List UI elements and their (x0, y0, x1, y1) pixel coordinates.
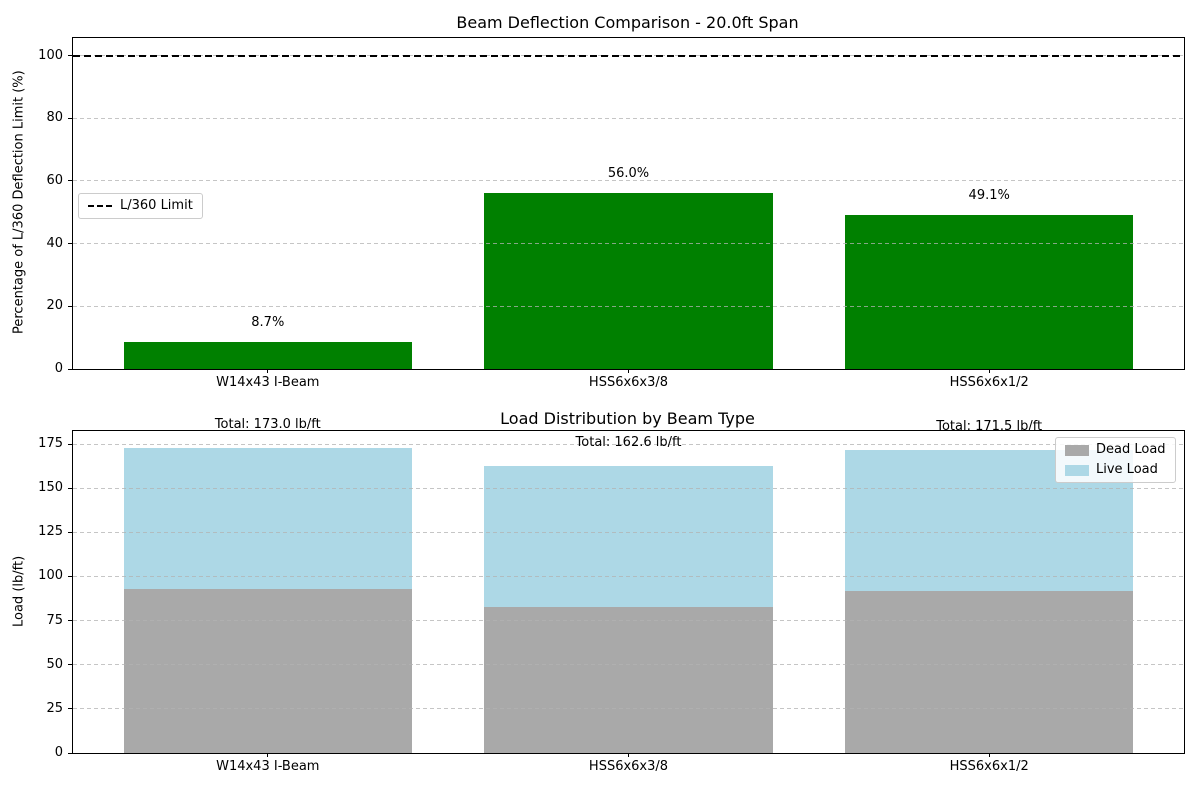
x-tick-label: HSS6x6x1/2 (949, 759, 1029, 774)
deflection-plot-area: 0 20 40 60 80 100 W14x43 I-Beam HSS6x6x3/8 HSS6x… (38, 37, 1185, 390)
y-tick-mark (68, 243, 72, 245)
gridline (73, 575, 1184, 577)
gridline (73, 305, 1184, 307)
y-tick-label: 80 (46, 110, 63, 126)
deflection-bar (844, 215, 1134, 369)
stacked-bar-segment (123, 447, 413, 589)
y-tick-label: 25 (46, 700, 63, 716)
x-tick-mark (267, 369, 269, 373)
y-tick-label: 0 (54, 745, 63, 760)
x-tick-label: HSS6x6x1/2 (949, 375, 1029, 390)
deflection-y-axis-label: Percentage of L/360 Deflection Limit (%) (11, 70, 27, 335)
legend-label: L/360 Limit (120, 198, 193, 213)
y-tick-mark (68, 180, 72, 182)
bar-value-label: 56.0% (607, 166, 650, 182)
dead-load-swatch (1065, 444, 1089, 456)
y-tick-mark (68, 664, 72, 666)
y-tick-mark (68, 531, 72, 533)
x-tick-mark (988, 369, 990, 373)
gridline (73, 443, 1184, 445)
stacked-bar-segment (484, 465, 773, 608)
stacked-bar-segment (484, 607, 773, 753)
x-tick-label: W14x43 I-Beam (216, 375, 320, 390)
y-tick-mark (68, 443, 72, 445)
gridline (73, 664, 1184, 666)
y-tick-label: 0 (54, 361, 63, 376)
y-tick-mark (68, 487, 72, 489)
bar-value-label: 49.1% (968, 188, 1010, 204)
legend-label: Live Load (1096, 462, 1158, 477)
y-tick-mark (68, 368, 72, 370)
x-tick-mark (628, 369, 629, 373)
y-tick-mark (68, 55, 72, 57)
dashed-line-swatch (88, 205, 113, 207)
x-tick-mark (628, 753, 629, 757)
gridline (73, 487, 1184, 489)
gridline (73, 117, 1184, 119)
y-tick-label: 175 (38, 436, 63, 452)
y-tick-label: 50 (46, 656, 63, 672)
legend-label: Dead Load (1096, 442, 1166, 457)
gridline (73, 531, 1184, 533)
y-tick-label: 60 (46, 172, 63, 188)
y-tick-label: 100 (38, 47, 63, 63)
x-tick-label: W14x43 I-Beam (216, 759, 320, 774)
legend-item-live-load: Live Load (1065, 462, 1166, 478)
live-load-swatch (1065, 464, 1089, 476)
y-tick-label: 40 (46, 235, 63, 251)
gridline (73, 708, 1184, 710)
y-tick-mark (68, 752, 72, 754)
load-legend: Dead Load Live Load (1055, 437, 1176, 483)
y-tick-mark (68, 620, 72, 622)
gridline (73, 180, 1184, 182)
deflection-bar (484, 193, 773, 369)
legend-item-dead-load: Dead Load (1065, 442, 1166, 458)
y-tick-mark (68, 575, 72, 577)
y-tick-mark (68, 117, 72, 119)
total-label: Total: 171.5 lb/ft (936, 419, 1043, 435)
x-tick-mark (267, 753, 269, 757)
y-tick-mark (68, 708, 72, 710)
y-tick-label: 20 (46, 298, 63, 314)
y-tick-mark (68, 305, 72, 307)
deflection-bar (123, 341, 413, 369)
stacked-bar-segment (844, 591, 1134, 753)
bar-value-label: 8.7% (251, 314, 285, 330)
y-tick-label: 150 (38, 480, 63, 496)
gridline (73, 620, 1184, 622)
y-tick-label: 75 (46, 612, 63, 628)
x-tick-mark (988, 753, 990, 757)
stacked-bar-segment (123, 588, 413, 753)
y-tick-label: 125 (38, 524, 63, 540)
y-tick-label: 100 (38, 568, 63, 584)
x-tick-label: HSS6x6x3/8 (588, 759, 669, 774)
deflection-legend: L/360 Limit (78, 193, 203, 219)
x-tick-label: HSS6x6x3/8 (588, 375, 669, 390)
total-label: Total: 162.6 lb/ft (575, 434, 682, 450)
load-plot-area: 0 25 50 75 100 125 150 175 W14x43 I-Beam HSS6x6x3… (38, 417, 1185, 774)
total-label: Total: 173.0 lb/ft (214, 416, 321, 432)
threshold-line (73, 54, 1184, 57)
deflection-chart-title: Beam Deflection Comparison - 20.0ft Span (456, 13, 799, 32)
load-chart-title: Load Distribution by Beam Type (500, 409, 755, 428)
gridline (73, 243, 1184, 245)
legend-item-l360-limit: L/360 Limit (88, 198, 193, 214)
